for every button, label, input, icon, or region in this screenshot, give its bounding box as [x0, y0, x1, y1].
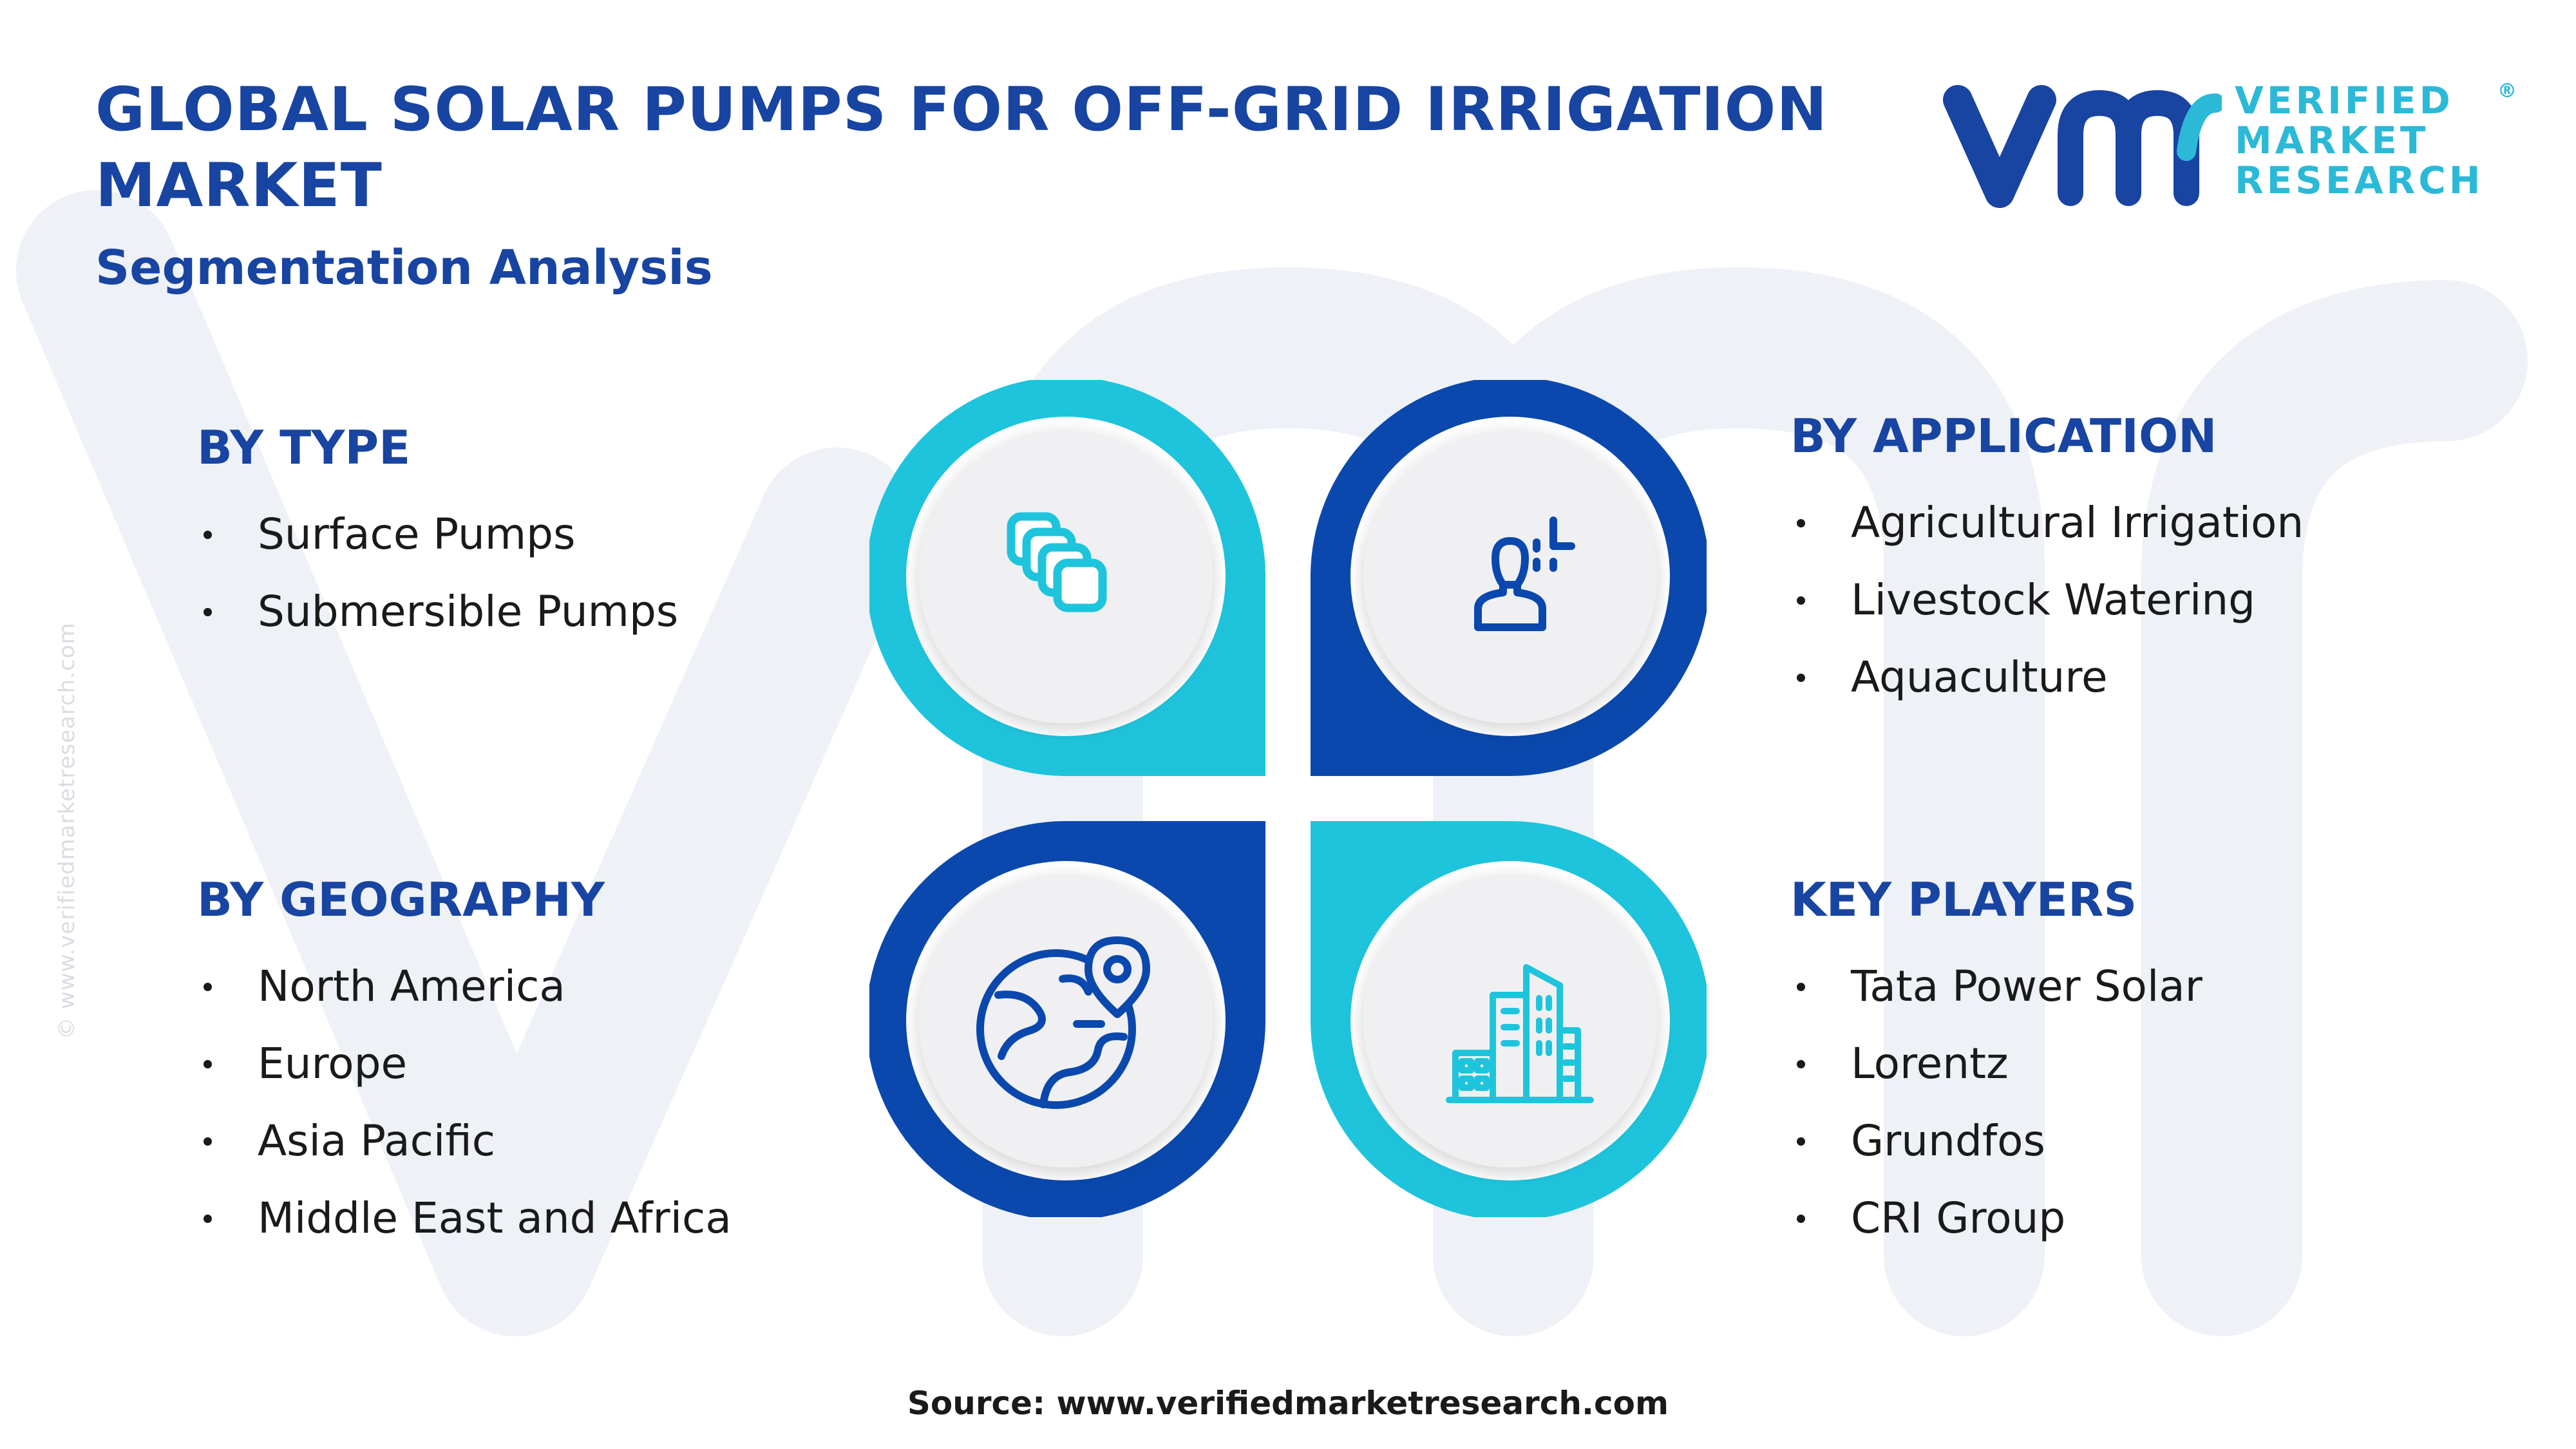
segment-item: Asia Pacific — [197, 1103, 732, 1180]
segment-list: Agricultural Irrigation Livestock Wateri… — [1790, 484, 2304, 716]
segment-by-application: BY APPLICATION Agricultural Irrigation L… — [1790, 407, 2304, 716]
quadrant-top-left — [869, 380, 1265, 776]
segment-list: Tata Power Solar Lorentz Grundfos CRI Gr… — [1790, 948, 2202, 1257]
segment-item: Tata Power Solar — [1790, 948, 2202, 1025]
segment-item: Submersible Pumps — [197, 573, 678, 650]
segment-heading: BY APPLICATION — [1790, 409, 2217, 463]
segment-item: Surface Pumps — [197, 496, 678, 573]
segment-list: Surface Pumps Submersible Pumps — [197, 496, 678, 650]
segment-by-type: BY TYPE Surface Pumps Submersible Pumps — [197, 419, 678, 650]
source-credit: Source: www.verifiedmarketresearch.com — [907, 1385, 1669, 1422]
quadrant-bottom-right — [1311, 821, 1707, 1217]
globe-location-icon — [976, 936, 1150, 1109]
user-analytics-icon — [1474, 516, 1575, 631]
segment-item: Middle East and Africa — [197, 1180, 732, 1257]
segment-by-geography: BY GEOGRAPHY North America Europe Asia P… — [197, 871, 732, 1257]
segment-item: CRI Group — [1790, 1180, 2202, 1257]
logo-wordmark: VERIFIED MARKET RESEARCH ® — [2235, 79, 2517, 202]
quadrant-top-right — [1311, 380, 1707, 776]
logo-line-research: RESEARCH — [2235, 158, 2484, 202]
registered-mark: ® — [2497, 80, 2517, 102]
quadrant-bottom-left — [869, 821, 1265, 1217]
segment-item: Aquaculture — [1790, 639, 2304, 716]
segment-heading: BY GEOGRAPHY — [197, 873, 605, 927]
segment-item: Lorentz — [1790, 1025, 2202, 1103]
buildings-icon — [1446, 964, 1594, 1103]
segment-heading: KEY PLAYERS — [1790, 873, 2137, 927]
brand-logo: VERIFIED MARKET RESEARCH ® — [1938, 74, 2517, 216]
segment-list: North America Europe Asia Pacific Middle… — [197, 948, 732, 1257]
segment-item: Livestock Watering — [1790, 562, 2304, 639]
segment-item: Agricultural Irrigation — [1790, 484, 2304, 562]
segment-item: Grundfos — [1790, 1103, 2202, 1180]
segment-item: North America — [197, 948, 732, 1025]
page-title: GLOBAL SOLAR PUMPS FOR OFF-GRID IRRIGATI… — [95, 75, 1828, 221]
layers-icon — [1007, 512, 1107, 612]
logo-line-verified: VERIFIED — [2235, 79, 2454, 122]
segment-item: Europe — [197, 1025, 732, 1103]
segment-heading: BY TYPE — [197, 421, 411, 475]
page-subtitle: Segmentation Analysis — [95, 240, 713, 296]
logo-line-market: MARKET — [2235, 118, 2429, 162]
quadrant-graphic — [869, 380, 1707, 1217]
vmr-logo-mark — [1943, 85, 2222, 208]
segment-key-players: KEY PLAYERS Tata Power Solar Lorentz Gru… — [1790, 871, 2202, 1257]
side-credit: © www.verifiedmarketresearch.com — [54, 622, 80, 1039]
